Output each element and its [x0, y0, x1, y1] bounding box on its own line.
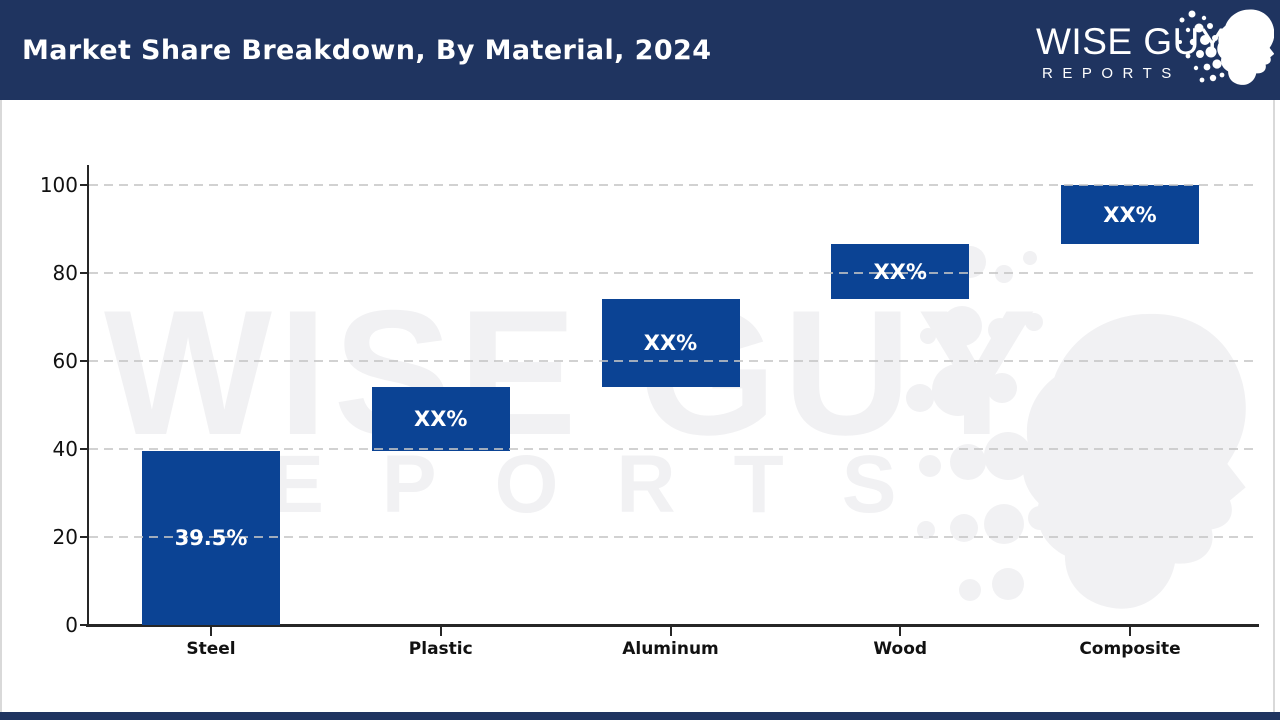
waterfall-chart: 0 20 40 60 80 100 39.5% Steel XX% Plastic XX% Alumi…: [0, 100, 1280, 712]
watermark-dots-cluster: [906, 246, 1052, 601]
x-category-label: Composite: [1079, 639, 1181, 659]
bar-value-label: 39.5%: [174, 526, 248, 551]
y-tick-label: 60: [52, 349, 78, 373]
y-axis-line: [87, 165, 89, 627]
watermark-layer: WISE GUY REPORTS: [0, 100, 1280, 712]
y-tick-mark: [80, 272, 87, 274]
header-bar: Market Share Breakdown, By Material, 202…: [0, 0, 1280, 100]
page-title: Market Share Breakdown, By Material, 202…: [22, 34, 712, 66]
bar-wood: [831, 244, 970, 300]
bar-value-label: XX%: [873, 259, 927, 284]
wise-guy-reports-logo: WISE GUY REPORTS: [1036, 9, 1274, 85]
gridline-60: [89, 360, 1259, 362]
x-tick-mark: [1129, 627, 1131, 636]
bar-aluminum: [601, 299, 740, 388]
y-tick-label: 100: [39, 173, 78, 197]
x-category-label: Wood: [873, 639, 928, 659]
logo-dots-cluster: [1178, 10, 1225, 83]
y-tick-mark: [80, 624, 87, 626]
footer-bar: [0, 712, 1280, 720]
x-tick-mark: [210, 627, 212, 636]
y-tick-label: 80: [52, 261, 78, 285]
x-tick-mark: [669, 627, 672, 636]
gridline-20: [89, 536, 1259, 538]
y-tick-mark: [80, 448, 87, 450]
x-tick-mark: [439, 627, 442, 636]
x-category-label: Plastic: [408, 639, 473, 659]
watermark-wordmark: WISE GUY: [104, 273, 1043, 472]
logo-subtitle: REPORTS: [1042, 65, 1181, 82]
gridline-40: [89, 448, 1259, 450]
y-tick-mark: [80, 360, 87, 362]
figure-left-edge: [0, 100, 2, 713]
bar-value-label: XX%: [1103, 202, 1157, 227]
bar-plastic: [371, 387, 510, 452]
bar-composite: [1061, 185, 1199, 245]
y-tick-label: 0: [65, 613, 78, 637]
x-axis-line: [86, 624, 1259, 627]
y-tick-mark: [80, 184, 87, 186]
gridline-80: [89, 272, 1259, 274]
x-category-label: Steel: [186, 639, 236, 659]
gridline-100: [89, 184, 1259, 186]
logo-face-silhouette: [1217, 9, 1274, 85]
watermark-face-silhouette: [1022, 313, 1246, 609]
y-tick-mark: [80, 536, 87, 538]
y-tick-label: 20: [52, 525, 78, 549]
y-tick-label: 40: [52, 437, 78, 461]
figure-right-edge: [1273, 100, 1275, 713]
x-category-label: Aluminum: [622, 639, 719, 659]
watermark-face: [906, 246, 1246, 609]
bar-value-label: XX%: [414, 407, 468, 432]
x-tick-mark: [899, 627, 902, 636]
bar-steel: [142, 451, 280, 625]
bar-value-label: XX%: [643, 331, 698, 356]
